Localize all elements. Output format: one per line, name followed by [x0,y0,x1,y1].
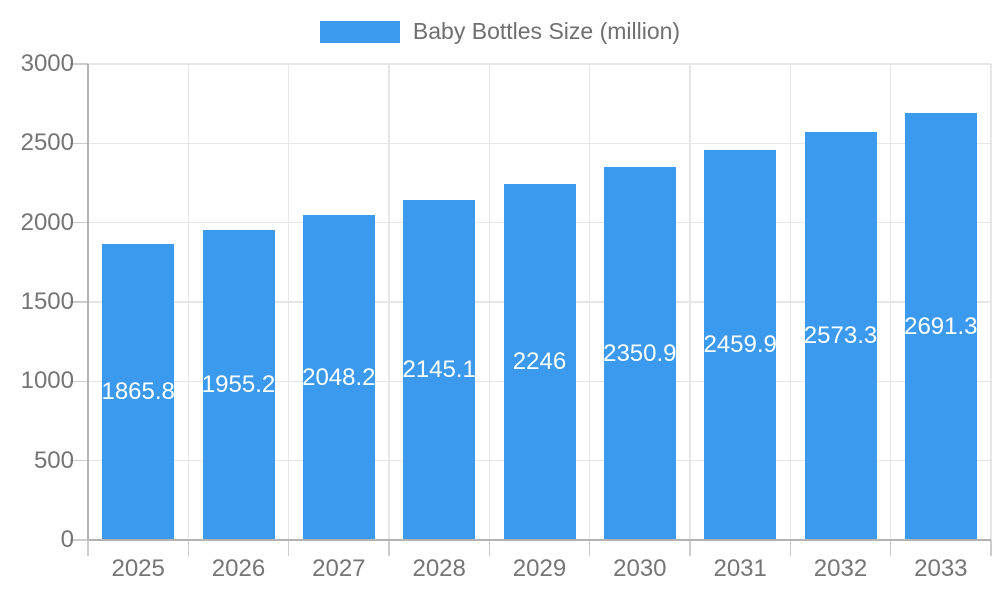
y-axis-tick [70,539,88,541]
bar-value-label: 2459.9 [703,330,777,358]
x-axis-tick-label: 2028 [412,555,466,582]
y-axis-tick-label: 500 [33,446,74,474]
x-axis-tick-label: 2025 [111,555,165,582]
x-axis-tick-label: 2030 [613,555,667,582]
legend: Baby Bottles Size (million) [0,18,1000,45]
x-axis-tick [87,540,89,556]
bar-2025[interactable] [102,244,175,540]
y-axis-tick [70,63,88,65]
bar-value-label: 2145.1 [402,355,476,383]
y-axis-tick [70,301,88,303]
bar-2029[interactable] [503,183,576,540]
gridline [488,64,491,540]
x-axis-tick [789,540,792,556]
bar-value-label: 2573.3 [803,321,878,349]
bar-value-label: 2350.9 [603,339,677,367]
bar-value-label: 2691.3 [904,312,978,340]
x-axis-tick [990,540,992,556]
gridline [889,64,892,540]
x-axis-tick-label: 2032 [813,555,868,582]
legend-swatch [319,20,400,43]
gridline [187,64,190,540]
x-axis-tick [588,540,591,556]
x-axis-tick [187,540,190,556]
x-axis-tick [689,540,691,556]
y-axis-line [87,64,89,540]
x-axis-tick-label: 2033 [914,555,968,582]
legend-label: Baby Bottles Size (million) [412,18,681,44]
y-axis-tick-label: 1500 [20,288,74,315]
gridline [588,64,591,540]
bar-value-label: 2048.2 [302,363,376,391]
y-axis-tick [70,221,88,224]
bar-2030[interactable] [603,167,676,540]
y-axis-tick-label: 2500 [20,129,74,157]
x-axis-tick-label: 2026 [211,555,266,582]
bar-2031[interactable] [704,149,777,540]
y-axis-tick [70,459,88,462]
x-axis-tick-label: 2029 [512,555,567,582]
y-axis-tick-label: 2000 [20,208,74,236]
x-axis-tick [388,540,390,556]
y-axis-tick [70,380,88,383]
x-axis-line [88,539,991,541]
bar-2028[interactable] [403,199,476,540]
gridline [388,64,390,540]
gridline [88,63,991,65]
bar-2032[interactable] [804,131,877,540]
gridline [990,64,992,540]
y-axis-tick-label: 3000 [20,50,74,77]
y-axis-tick-label: 0 [60,526,74,553]
x-axis-tick-label: 2031 [713,555,767,582]
y-axis-tick-label: 1000 [20,367,74,395]
bar-value-label: 2246 [512,347,567,375]
bar-2033[interactable] [904,113,977,540]
y-axis-tick [70,142,88,145]
gridline [689,64,691,540]
gridline [88,142,991,145]
gridline [287,64,290,540]
bar-value-label: 1955.2 [201,370,276,398]
gridline [789,64,792,540]
x-axis-tick [889,540,892,556]
x-axis-tick [287,540,290,556]
bar-2027[interactable] [302,215,375,540]
x-axis-tick [488,540,491,556]
x-axis-tick-label: 2027 [312,555,366,582]
bar-value-label: 1865.8 [101,378,175,405]
bar-2026[interactable] [202,229,275,540]
